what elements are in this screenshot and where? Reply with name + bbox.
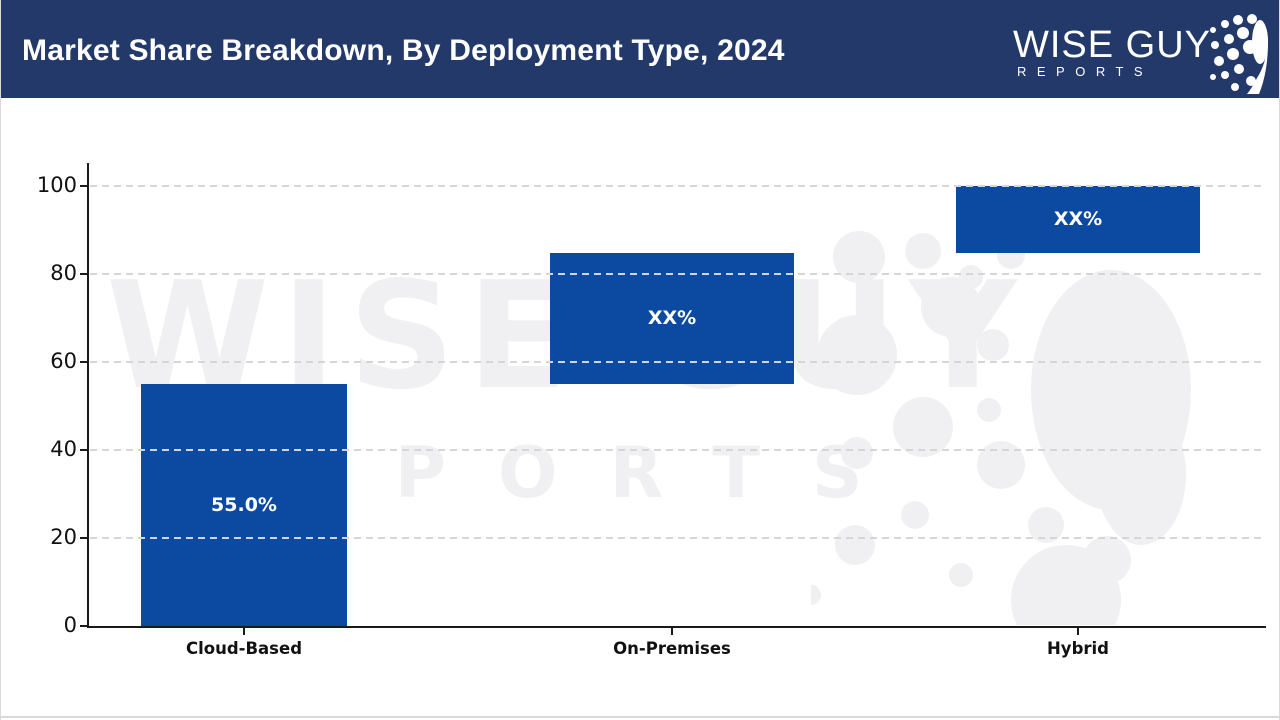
y-tick-mark [80,449,88,451]
bar-hybrid: XX% [956,186,1200,253]
gridline-y80 [90,273,1264,275]
axis-spine-bottom [87,626,1266,628]
gridline-y100 [90,185,1264,187]
axis-spine-left [87,163,89,628]
bar-cloud-based: 55.0% [141,384,347,626]
brand-logo-subname: REPORTS [1017,64,1154,79]
y-tick-label: 40 [50,437,77,461]
y-tick-label: 80 [50,261,77,285]
gridline-y20 [90,537,1264,539]
bar-value-label: XX% [647,307,697,330]
chart-plot-area: 0 20 40 60 80 100 55.0% XX% XX% Cloud-Based On-Pre… [1,98,1279,720]
y-tick-mark [80,361,88,363]
y-tick-label: 60 [50,349,77,373]
y-tick-mark [80,273,88,275]
x-tick-label: Cloud-Based [185,639,303,658]
x-tick-mark [671,628,673,635]
x-tick-mark [1077,628,1079,635]
bar-value-label: XX% [1053,208,1103,231]
x-tick-mark [243,628,245,635]
y-tick-label: 0 [63,613,77,637]
y-tick-mark [80,185,88,187]
chart-title: Market Share Breakdown, By Deployment Ty… [22,34,785,67]
brand-logo-face-icon [1210,14,1268,94]
y-tick-mark [80,537,88,539]
y-tick-label: 100 [36,173,77,197]
x-tick-label: Hybrid [1047,639,1109,658]
gridline-y40 [90,449,1264,451]
x-tick-label: On-Premises [613,639,731,658]
footer-divider [1,716,1279,718]
y-tick-label: 20 [50,525,77,549]
bar-value-label: 55.0% [211,494,277,516]
gridline-y60 [90,361,1264,363]
y-tick-mark [80,625,88,627]
brand-logo-name: WISE GUY [1013,24,1212,66]
brand-logo: WISE GUY REPORTS [1013,12,1268,94]
header-band: Market Share Breakdown, By Deployment Ty… [1,0,1279,98]
